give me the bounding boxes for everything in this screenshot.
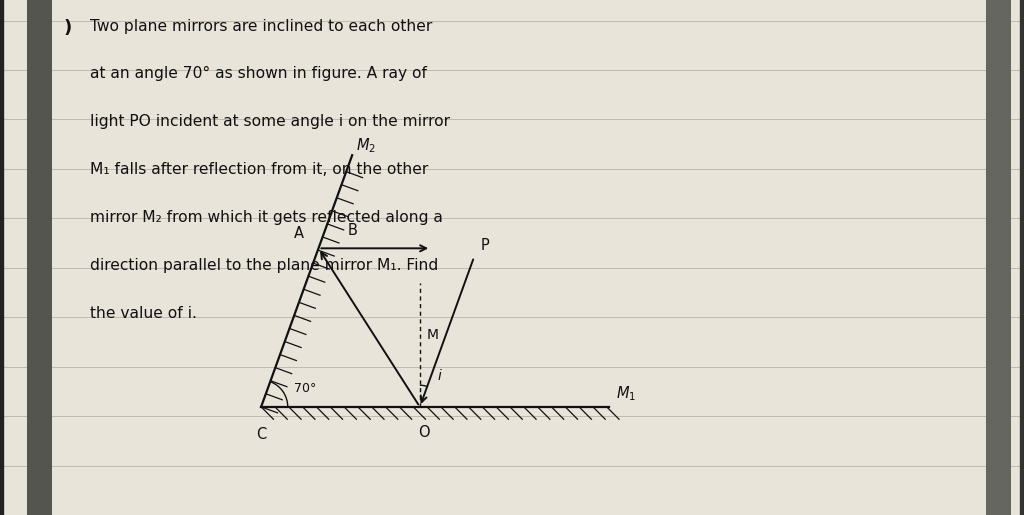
Text: i: i bbox=[437, 369, 441, 383]
Text: Two plane mirrors are inclined to each other: Two plane mirrors are inclined to each o… bbox=[90, 19, 432, 33]
Text: O: O bbox=[418, 425, 430, 440]
Text: light PO incident at some angle i on the mirror: light PO incident at some angle i on the… bbox=[90, 114, 451, 129]
Text: 70°: 70° bbox=[294, 382, 316, 395]
Text: M: M bbox=[427, 328, 439, 342]
Text: ): ) bbox=[63, 19, 72, 37]
Text: $M_2$: $M_2$ bbox=[356, 136, 376, 155]
Text: B: B bbox=[347, 223, 357, 238]
Text: $M_1$: $M_1$ bbox=[616, 384, 637, 403]
Text: at an angle 70° as shown in figure. A ray of: at an angle 70° as shown in figure. A ra… bbox=[90, 66, 427, 81]
Text: mirror M₂ from which it gets reflected along a: mirror M₂ from which it gets reflected a… bbox=[90, 210, 443, 225]
Text: C: C bbox=[256, 427, 266, 442]
Text: direction parallel to the plane mirror M₁. Find: direction parallel to the plane mirror M… bbox=[90, 258, 438, 273]
Text: M₁ falls after reflection from it, on the other: M₁ falls after reflection from it, on th… bbox=[90, 162, 428, 177]
Text: the value of i.: the value of i. bbox=[90, 306, 197, 321]
Text: P: P bbox=[480, 238, 489, 253]
Text: A: A bbox=[294, 226, 304, 241]
